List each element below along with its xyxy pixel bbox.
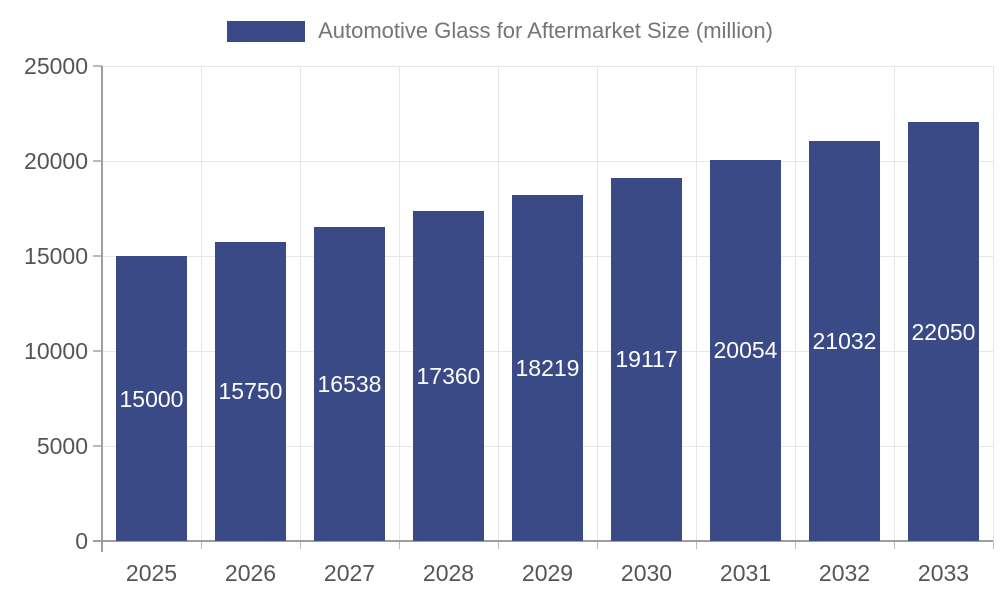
x-axis-tick-label: 2029: [521, 560, 574, 586]
x-axis-tick-mark: [398, 541, 400, 549]
x-axis-tick-mark: [497, 541, 499, 549]
y-axis-tick-label: 15000: [24, 243, 88, 269]
x-axis-tick-label: 2026: [224, 560, 277, 586]
legend-item[interactable]: Automotive Glass for Aftermarket Size (m…: [0, 18, 1000, 44]
x-axis-tick-label: 2031: [719, 560, 772, 586]
y-axis-tick-label: 0: [75, 528, 88, 554]
h-gridline: [102, 160, 993, 162]
x-axis-line: [93, 540, 993, 542]
bar: 15000: [116, 256, 187, 541]
y-axis-tick-label: 20000: [24, 148, 88, 174]
x-axis-tick-label: 2032: [818, 560, 871, 586]
y-axis-tick-mark: [93, 445, 102, 447]
x-axis-tick-label: 2028: [422, 560, 475, 586]
bar: 19117: [611, 177, 682, 541]
bar: 20054: [710, 159, 781, 541]
v-gridline: [992, 66, 994, 541]
x-axis-tick-label: 2027: [323, 560, 376, 586]
x-axis-tick-label: 2025: [125, 560, 178, 586]
y-axis-tick-label: 5000: [36, 433, 88, 459]
v-gridline: [299, 66, 301, 541]
v-gridline: [794, 66, 796, 541]
x-axis-tick-mark: [893, 541, 895, 549]
y-axis-tick-mark: [93, 350, 102, 352]
v-gridline: [200, 66, 202, 541]
legend-swatch-icon: [227, 20, 306, 42]
bar-value-label: 16538: [317, 370, 382, 397]
bar-value-label: 18219: [515, 354, 580, 381]
y-axis-tick-mark: [93, 255, 102, 257]
x-axis-tick-mark: [596, 541, 598, 549]
bar-value-label: 17360: [416, 363, 481, 390]
v-gridline: [398, 66, 400, 541]
x-axis-tick-mark: [794, 541, 796, 549]
x-axis-tick-label: 2033: [917, 560, 970, 586]
y-axis-line: [100, 66, 103, 552]
y-axis-tick-label: 10000: [24, 338, 88, 364]
h-gridline: [102, 65, 993, 67]
x-axis-tick-mark: [695, 541, 697, 549]
bar: 21032: [809, 141, 880, 541]
bar-value-label: 15000: [119, 385, 184, 412]
bar: 22050: [908, 122, 979, 541]
bar-value-label: 20054: [713, 337, 778, 364]
v-gridline: [695, 66, 697, 541]
bar: 15750: [215, 241, 286, 541]
legend-label: Automotive Glass for Aftermarket Size (m…: [318, 18, 773, 43]
bar-value-label: 21032: [812, 328, 877, 355]
x-axis-tick-label: 2030: [620, 560, 673, 586]
y-axis-tick-mark: [93, 160, 102, 162]
x-axis-tick-mark: [992, 541, 994, 549]
bar-value-label: 22050: [911, 318, 976, 345]
v-gridline: [497, 66, 499, 541]
x-axis-tick-mark: [200, 541, 202, 549]
bar-value-label: 19117: [615, 346, 678, 373]
bar-value-label: 15750: [218, 378, 283, 405]
bar: 16538: [314, 226, 385, 541]
bar: 18219: [512, 194, 583, 541]
x-axis-tick-mark: [299, 541, 301, 549]
y-axis-tick-mark: [93, 65, 102, 67]
y-axis-tick-label: 25000: [24, 53, 88, 79]
bar: 17360: [413, 211, 484, 541]
v-gridline: [893, 66, 895, 541]
v-gridline: [596, 66, 598, 541]
